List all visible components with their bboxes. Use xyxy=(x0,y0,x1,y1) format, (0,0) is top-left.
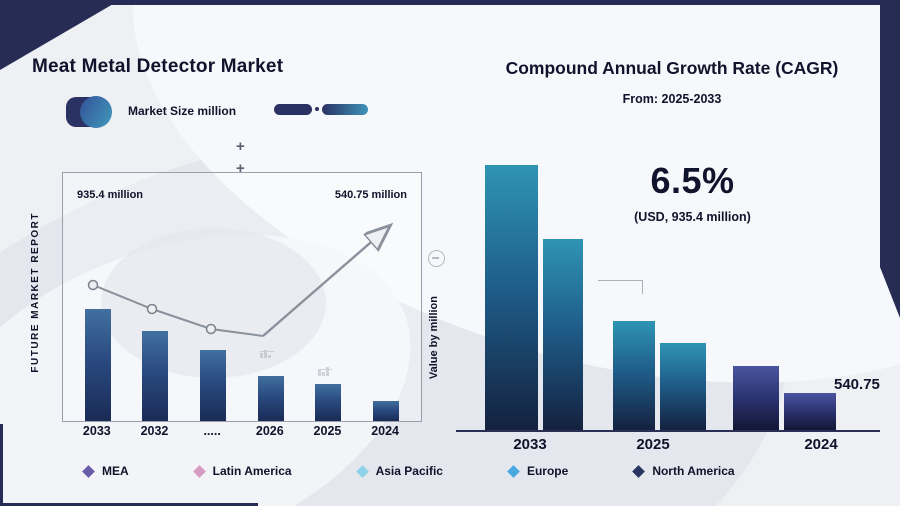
frame-right-band xyxy=(880,0,900,318)
frame-top-bar xyxy=(0,0,900,5)
cagr-bar-2033-a xyxy=(485,165,538,430)
legend-label: MEA xyxy=(102,464,129,478)
left-chart-title: Meat Metal Detector Market xyxy=(32,56,284,77)
mini-chart-icon xyxy=(260,340,274,358)
x-axis-label: 2026 xyxy=(255,424,284,438)
legend-item: MEA xyxy=(82,464,129,478)
frame-bottom-bar xyxy=(0,503,258,506)
x-axis-label: 2033 xyxy=(82,424,111,438)
legend-item: Asia Pacific xyxy=(355,464,443,478)
end-value-annotation: 540.75 million xyxy=(334,189,407,201)
bracket-decor xyxy=(598,280,643,294)
legend-label: Europe xyxy=(526,464,569,478)
market-size-bar xyxy=(315,384,342,421)
vertical-watermark-label: FUTURE MARKET REPORT xyxy=(30,212,41,373)
cagr-bar-2033-b xyxy=(543,239,583,430)
legend-label: Asia Pacific xyxy=(375,464,443,478)
trend-marker xyxy=(146,303,158,315)
diamond-icon xyxy=(507,464,520,478)
trend-marker xyxy=(205,323,217,335)
market-size-bar xyxy=(373,401,400,421)
plus-decor-icon: + xyxy=(236,160,245,177)
x-axis-label: ..... xyxy=(203,424,221,438)
market-size-bar xyxy=(142,331,169,421)
right-chart-title: Compound Annual Growth Rate (CAGR) xyxy=(505,58,839,78)
region-legend: MEA Latin America Asia Pacific Europe North … xyxy=(82,464,735,478)
mini-chart-icon xyxy=(318,358,332,376)
frame-left-bar xyxy=(0,424,3,506)
start-value-annotation: 935.4 million xyxy=(77,189,144,201)
legend-pill-dark xyxy=(274,104,312,115)
right-chart-subtitle: From: 2025-2033 xyxy=(622,92,722,106)
circle-minus-icon xyxy=(428,250,445,267)
legend-item: North America xyxy=(632,464,735,478)
trend-line xyxy=(92,284,264,337)
diamond-icon xyxy=(82,464,95,478)
cagr-bar-2024-b xyxy=(784,393,836,430)
left-bars xyxy=(63,291,421,421)
trend-arrow-overlay xyxy=(87,173,421,337)
market-size-bar xyxy=(84,309,111,421)
plus-decor-icon: + xyxy=(236,138,245,155)
cylinder-icon xyxy=(66,96,114,128)
x-axis-label: 2025 xyxy=(313,424,342,438)
legend-item: Latin America xyxy=(192,464,292,478)
market-size-bar xyxy=(257,376,284,421)
cagr-usd-note: (USD, 935.4 million) xyxy=(634,210,751,224)
trend-arrow xyxy=(262,230,385,337)
legend-item: Europe xyxy=(507,464,569,478)
x-axis-line xyxy=(456,430,880,432)
cagr-bar-2024-a xyxy=(733,366,779,430)
legend-label: North America xyxy=(652,464,735,478)
legend-label: Latin America xyxy=(212,464,292,478)
market-size-legend-label: Market Size million xyxy=(128,104,237,118)
trend-marker xyxy=(87,279,99,291)
cagr-bar-2025-b xyxy=(660,343,706,430)
cagr-callout: 6.5% (USD, 935.4 million) xyxy=(590,160,795,224)
legend-pill-gradient xyxy=(322,104,368,115)
x-axis-label-2033: 2033 xyxy=(513,436,547,453)
x-axis-label: 2032 xyxy=(140,424,169,438)
market-size-bar xyxy=(200,350,227,421)
legend-pill-separator xyxy=(315,107,319,111)
y-axis-label: Value by million xyxy=(428,296,440,380)
cagr-bar-2025-a xyxy=(613,321,655,430)
x-axis-label-2024: 2024 xyxy=(804,436,838,453)
left-chart-plot-area: 935.4 million 540.75 million xyxy=(62,172,422,422)
cagr-value: 6.5% xyxy=(650,160,735,201)
cylinder-icon-front xyxy=(80,96,112,128)
end-value-label: 540.75 xyxy=(834,376,880,393)
left-x-labels: 2033 2032..... 2026 2025 2024 xyxy=(62,424,420,438)
diamond-icon xyxy=(192,464,206,478)
diamond-icon xyxy=(632,464,646,478)
diamond-icon xyxy=(355,464,369,478)
x-axis-label-2025: 2025 xyxy=(636,436,670,453)
x-axis-label: 2024 xyxy=(371,424,400,438)
